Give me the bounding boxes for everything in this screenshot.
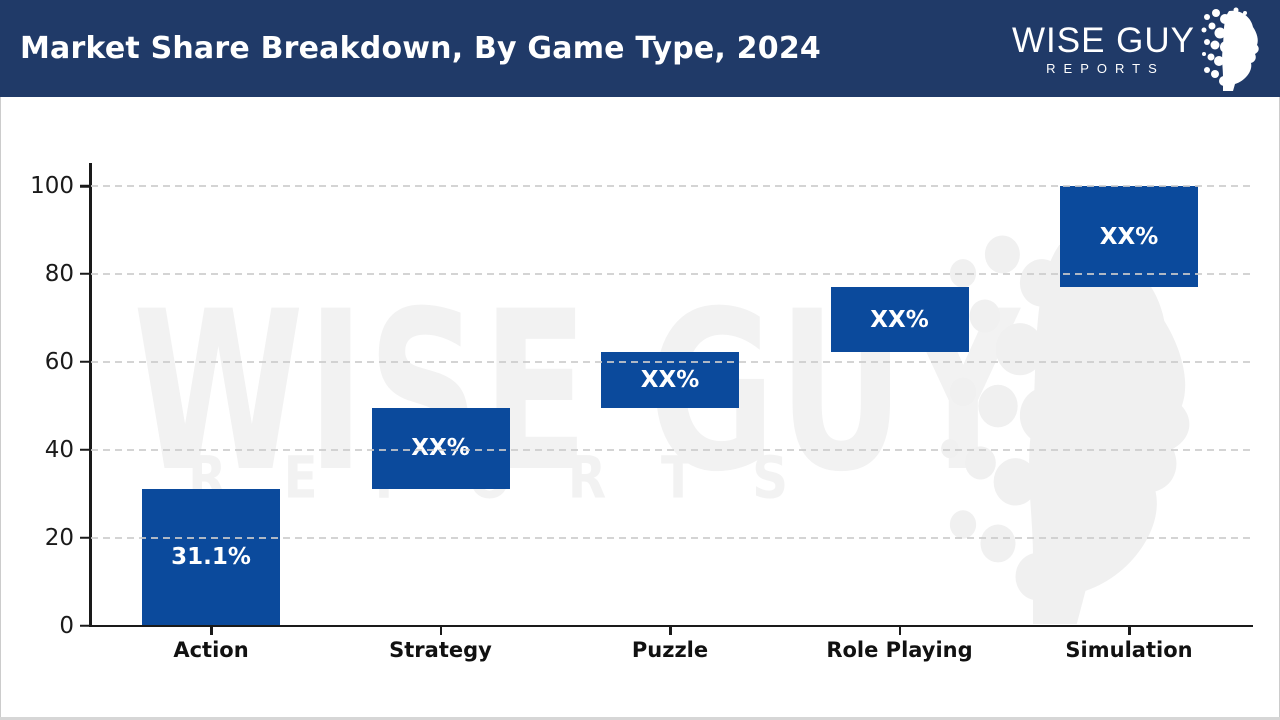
gridline-y-100 — [91, 185, 1253, 188]
x-tick-mark-1 — [439, 627, 442, 635]
y-tick-mark-60 — [80, 360, 89, 364]
bar-action: 31.1% — [142, 488, 280, 626]
bar-role-playing: XX% — [830, 287, 969, 353]
gridline-y-20 — [91, 536, 1253, 539]
x-category-label-3: Role Playing — [826, 638, 973, 662]
logo-wordmark: WISE GUY — [1011, 21, 1195, 60]
wiseguy-logo: WISE GUY REPORTS — [1012, 7, 1264, 91]
x-axis-spine — [89, 624, 1253, 627]
bar-value-label: 31.1% — [171, 544, 251, 571]
x-category-label-2: Puzzle — [631, 638, 709, 662]
x-category-label-1: Strategy — [389, 638, 492, 662]
x-tick-mark-0 — [210, 627, 213, 635]
x-category-label-4: Simulation — [1065, 638, 1193, 662]
y-tick-mark-80 — [80, 272, 89, 276]
logo-sub-wordmark: REPORTS — [1046, 61, 1165, 76]
y-axis-spine — [89, 163, 92, 626]
bar-value-label: XX% — [640, 367, 700, 394]
gridline-y-60 — [91, 360, 1253, 363]
gridline-y-40 — [91, 448, 1253, 451]
y-tick-mark-0 — [80, 624, 89, 627]
y-tick-label-40: 40 — [44, 436, 74, 463]
header: Market Share Breakdown, By Game Type, 20… — [0, 0, 1280, 97]
bar-simulation: XX% — [1060, 186, 1198, 288]
watermark-head-icon — [938, 228, 1190, 624]
bar-value-label: XX% — [411, 435, 470, 462]
logo-head-icon — [1201, 7, 1259, 91]
gridline-y-80 — [91, 272, 1253, 275]
y-tick-label-20: 20 — [44, 524, 74, 551]
bar-strategy: XX% — [371, 407, 510, 489]
chart-title: Market Share Breakdown, By Game Type, 20… — [20, 31, 821, 66]
x-tick-mark-3 — [898, 627, 901, 635]
y-tick-mark-20 — [80, 536, 89, 539]
y-tick-mark-100 — [80, 184, 89, 188]
y-tick-label-0: 0 — [59, 612, 74, 639]
bottom-edge-strip — [0, 717, 1280, 720]
bar-value-label: XX% — [1099, 223, 1159, 250]
y-tick-label-80: 80 — [44, 260, 74, 287]
bar-value-label: XX% — [870, 306, 929, 333]
y-tick-label-60: 60 — [44, 348, 74, 375]
y-tick-mark-40 — [80, 448, 89, 451]
watermark-sub: REPORTS — [188, 444, 846, 512]
x-tick-mark-4 — [1128, 627, 1131, 635]
logo-text: WISE GUY REPORTS — [1012, 23, 1195, 75]
x-category-label-0: Action — [173, 638, 249, 662]
x-tick-mark-2 — [669, 627, 672, 635]
y-tick-label-100: 100 — [30, 173, 74, 200]
